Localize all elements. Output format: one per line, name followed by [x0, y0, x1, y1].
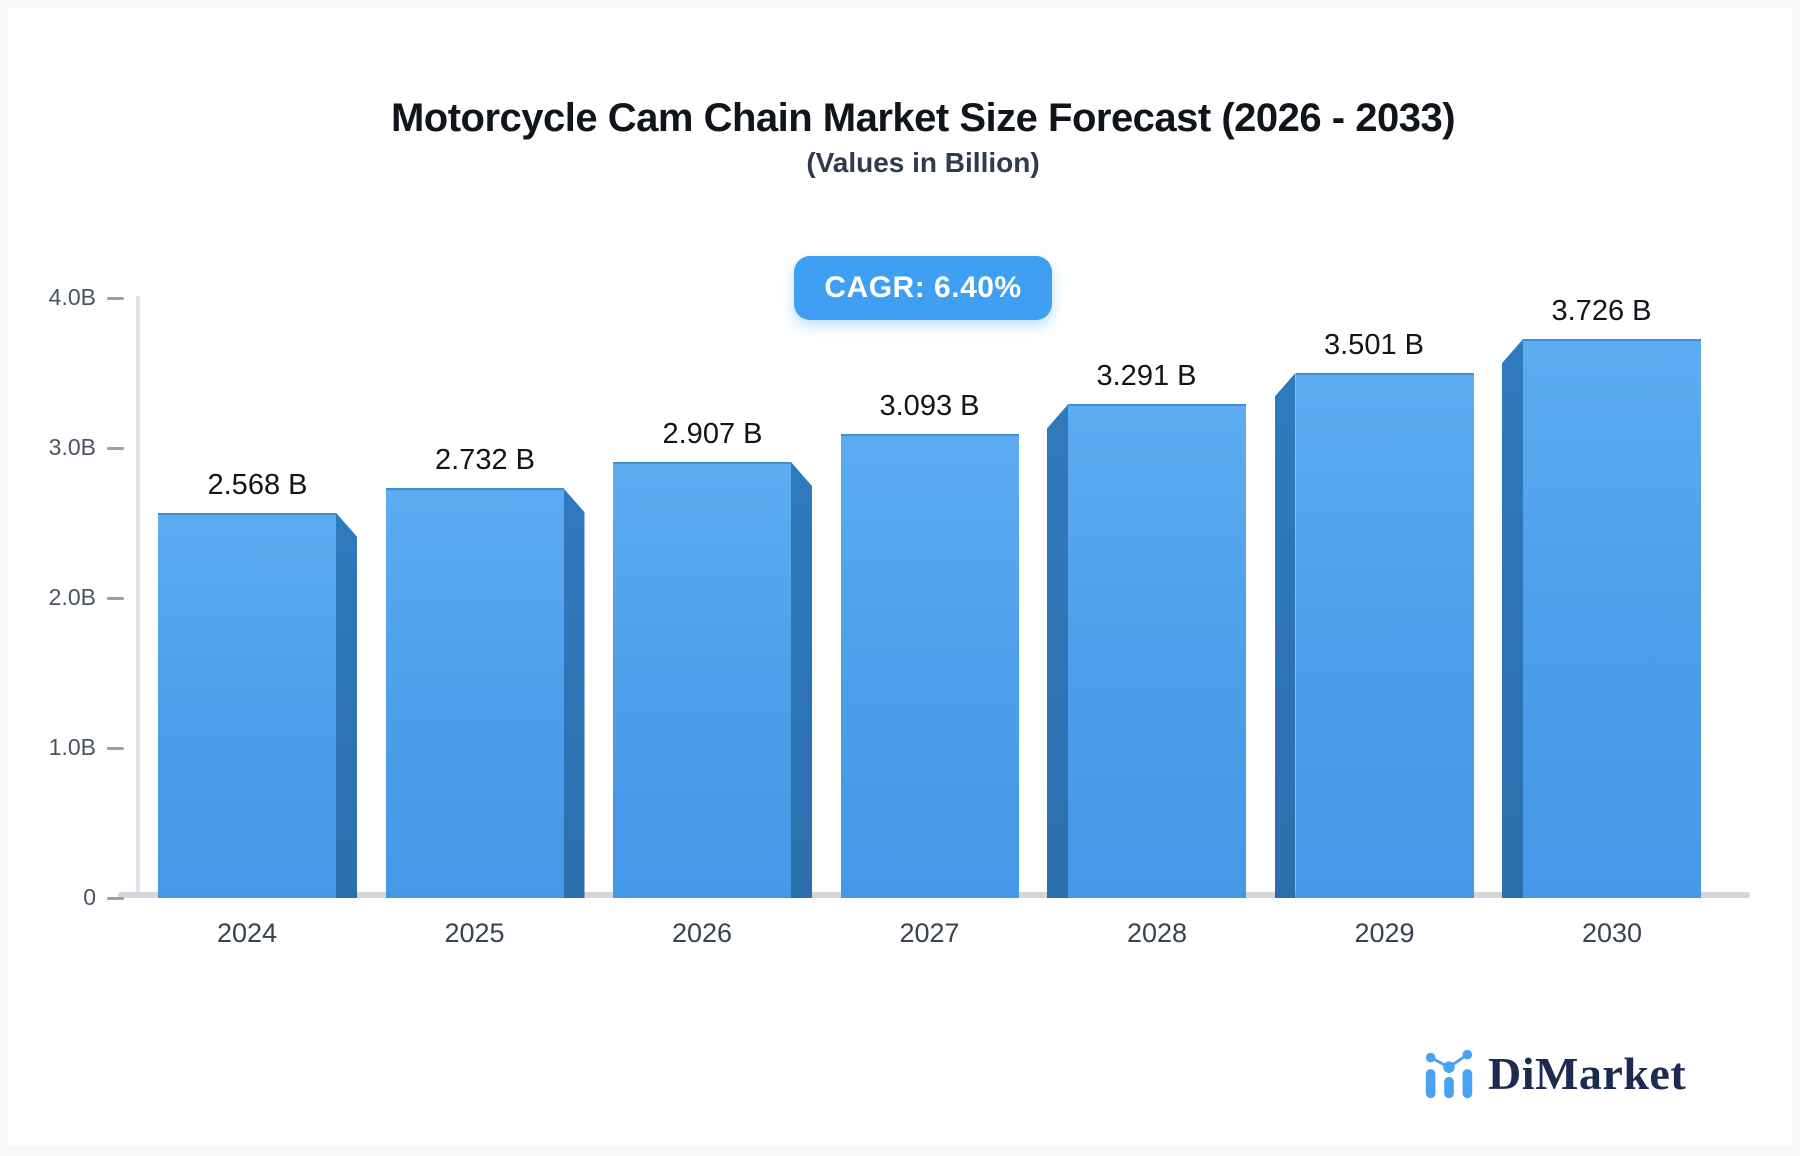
y-tick-label: 2.0B: [48, 584, 96, 610]
bar-face: [158, 512, 336, 898]
x-tick-label: 2025: [444, 918, 505, 948]
cagr-badge-row: CAGR: 6.40%: [138, 256, 1708, 320]
bar-side-3d: [1502, 339, 1523, 898]
bar-2029: [1274, 372, 1474, 898]
bar-face: [840, 434, 1019, 898]
bar-2028: [1047, 404, 1246, 898]
bar-value-label: 3.291 B: [1096, 360, 1197, 393]
chart-subtitle: (Values in Billion): [806, 147, 1040, 178]
x-tick-label: 2024: [216, 918, 278, 948]
bar-value-label: 2.732 B: [435, 444, 535, 477]
y-tick-label: 1.0B: [48, 734, 96, 760]
bar-2027: [840, 434, 1019, 898]
bar-side-3d: [1047, 404, 1068, 898]
bar-face: [613, 461, 791, 898]
bar-side-3d: [336, 512, 357, 898]
bar-face: [1295, 372, 1474, 898]
bar-face: [385, 488, 564, 898]
bar-value-label: 3.093 B: [879, 390, 980, 423]
bar-value-label: 3.501 B: [1324, 328, 1424, 361]
x-tick-label: 2029: [1354, 918, 1415, 948]
bar-2024: [158, 512, 357, 898]
bar-face: [1068, 404, 1246, 898]
x-tick-label: 2027: [899, 918, 960, 948]
y-tick-mark: [107, 896, 124, 900]
chart-card: Motorcycle Cam Chain Market Size Forecas…: [8, 8, 1792, 1146]
y-tick-mark: [107, 746, 124, 750]
bar-2030: [1502, 339, 1701, 898]
y-tick-mark: [107, 596, 124, 600]
x-tick-label: 2030: [1581, 918, 1643, 948]
x-tick-label: 2028: [1126, 918, 1188, 948]
x-tick-label: 2026: [671, 918, 733, 948]
logo-text: DiMarket: [1488, 1047, 1687, 1099]
bar-side-3d: [563, 488, 585, 898]
y-tick-mark: [107, 446, 124, 450]
bar-value-label: 2.568 B: [207, 468, 308, 501]
bar-side-3d: [791, 461, 812, 898]
dimarket-logo: DiMarket: [1420, 1044, 1686, 1102]
bar-value-label: 2.907 B: [662, 417, 763, 450]
bar-side-3d: [1274, 372, 1296, 898]
page-title: Motorcycle Cam Chain Market Size Forecas…: [390, 96, 1456, 140]
bar-value-label: 3.726 B: [1551, 295, 1652, 328]
bar-face: [1523, 339, 1701, 898]
bar-line-chart-icon: [1425, 1049, 1473, 1099]
y-tick-label: 3.0B: [48, 434, 96, 460]
y-axis-line: [136, 296, 140, 896]
bar-2026: [613, 461, 812, 898]
y-tick-label: 4.0B: [48, 284, 96, 310]
cagr-badge: CAGR: 6.40%: [794, 256, 1052, 320]
y-tick-mark: [107, 296, 124, 300]
y-tick-label: 0: [83, 884, 96, 910]
bar-2025: [385, 488, 585, 898]
